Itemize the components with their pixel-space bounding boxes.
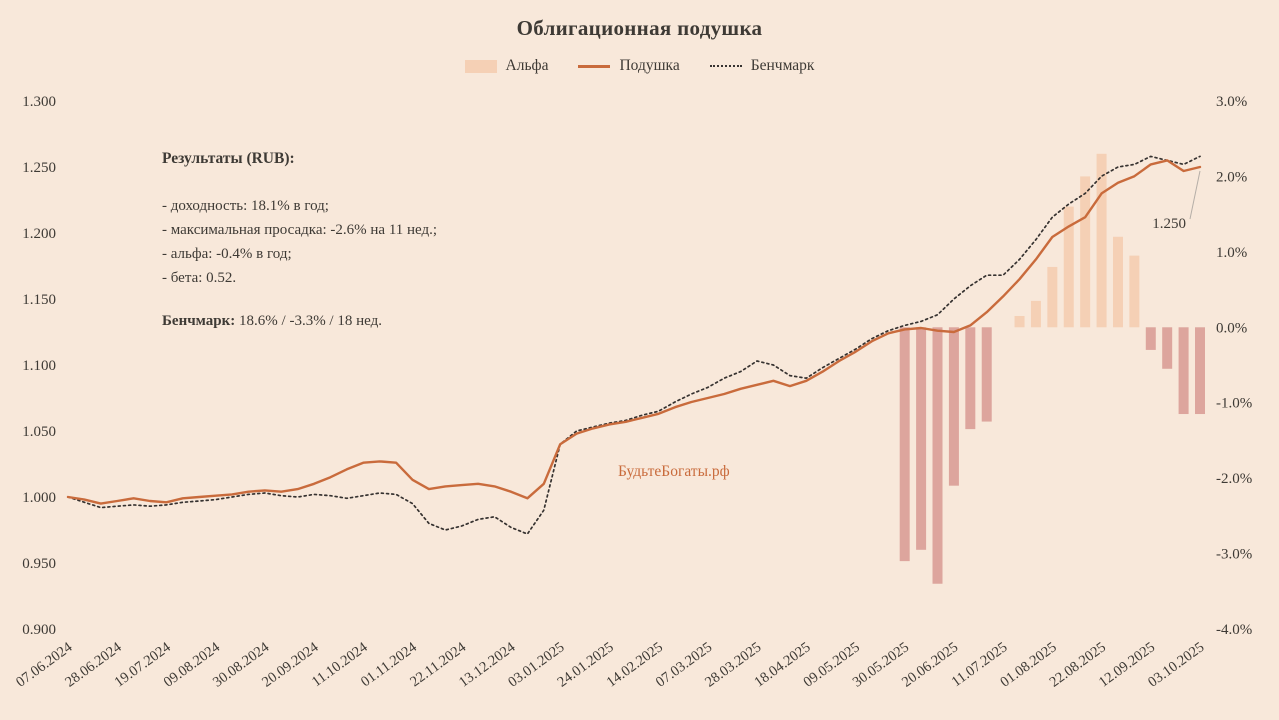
- legend-item-alpha: Альфа: [464, 57, 549, 75]
- right-axis-tick-label: -1.0%: [1216, 396, 1252, 412]
- legend-label-alpha: Альфа: [505, 57, 549, 74]
- alpha-bar: [1145, 327, 1156, 350]
- benchmark-line: [67, 155, 1201, 535]
- legend-label-benchmark: Бенчмарк: [750, 57, 815, 74]
- right-axis-tick-label: -3.0%: [1216, 547, 1252, 563]
- right-axis-tick-label: 2.0%: [1216, 169, 1247, 185]
- benchmark-label: Бенчмарк:: [162, 313, 236, 329]
- left-axis-tick-label: 1.050: [22, 424, 56, 440]
- alpha-bar: [1014, 315, 1025, 328]
- alpha-bar: [1178, 327, 1189, 415]
- x-axis-tick-label: 03.10.2025: [1145, 639, 1207, 690]
- alpha-bar: [948, 327, 959, 486]
- benchmark-value: 18.6% / -3.3% / 18 нед.: [235, 313, 382, 329]
- benchmark-line-swatch-icon: [709, 65, 742, 67]
- left-axis-tick-label: 0.950: [22, 556, 56, 572]
- results-line-alpha: - альфа: -0.4% в год;: [162, 246, 292, 262]
- alpha-swatch-icon: [464, 59, 497, 73]
- results-panel: Результаты (RUB): - доходность: 18.1% в …: [162, 150, 522, 330]
- left-axis-tick-label: 0.900: [22, 622, 56, 638]
- results-line-return: - доходность: 18.1% в год;: [162, 198, 329, 214]
- right-axis-tick-label: -4.0%: [1216, 622, 1252, 638]
- alpha-bar: [1195, 327, 1205, 415]
- legend-item-benchmark: Бенчмарк: [709, 57, 815, 75]
- left-axis-tick-label: 1.000: [22, 490, 56, 506]
- right-axis-tick-label: -2.0%: [1216, 471, 1252, 487]
- alpha-bar: [981, 327, 992, 422]
- results-title: Результаты (RUB):: [162, 150, 295, 167]
- right-axis-tick-label: 0.0%: [1216, 320, 1247, 336]
- legend-label-cushion: Подушка: [619, 57, 680, 74]
- left-axis-tick-label: 1.100: [22, 358, 56, 374]
- legend-item-cushion: Подушка: [578, 57, 680, 75]
- alpha-bar: [1030, 300, 1041, 328]
- cushion-line-swatch-icon: [578, 64, 611, 68]
- alpha-bar: [1162, 327, 1173, 369]
- alpha-bar: [932, 327, 943, 584]
- annotation-label: 1.250: [1152, 216, 1186, 232]
- right-axis-tick-label: 1.0%: [1216, 245, 1247, 261]
- alpha-bar: [916, 327, 927, 550]
- page-title: Облигационная подушка: [516, 16, 763, 40]
- results-line-beta: - бета: 0.52.: [162, 270, 237, 286]
- alpha-bar: [1063, 206, 1074, 328]
- left-axis-tick-label: 1.300: [22, 94, 56, 110]
- legend: Альфа Подушка Бенчмарк: [0, 57, 1279, 75]
- alpha-bar: [1112, 236, 1123, 328]
- results-benchmark: Бенчмарк: 18.6% / -3.3% / 18 нед.: [162, 313, 522, 330]
- alpha-bar: [965, 327, 976, 430]
- watermark: БудьтеБогаты.рф: [618, 463, 730, 480]
- alpha-bar: [899, 327, 910, 562]
- cushion-line: [66, 159, 1202, 505]
- left-axis-tick-label: 1.200: [22, 226, 56, 242]
- alpha-bar: [1096, 153, 1107, 328]
- right-axis-tick-label: 3.0%: [1216, 94, 1247, 110]
- results-line-drawdown: - максимальная просадка: -2.6% на 11 нед…: [162, 222, 438, 238]
- left-axis-tick-label: 1.250: [22, 160, 56, 176]
- left-axis-tick-label: 1.150: [22, 292, 56, 308]
- annotation-connector: [1189, 170, 1201, 220]
- alpha-bar: [1129, 255, 1140, 328]
- alpha-bar: [1080, 176, 1091, 328]
- alpha-bar: [1047, 266, 1058, 328]
